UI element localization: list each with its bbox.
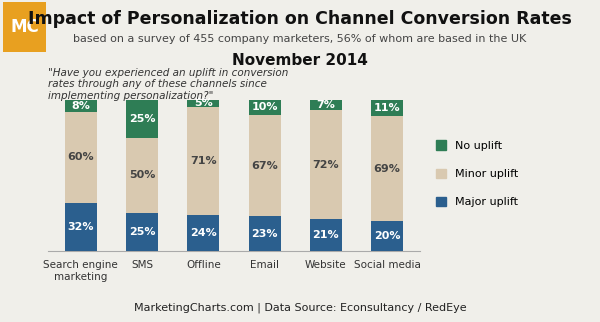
Bar (187, 215, 219, 251)
Bar (371, 116, 403, 221)
Text: MC: MC (10, 18, 39, 35)
Bar (65, 112, 97, 203)
Bar (310, 110, 342, 219)
Bar (65, 203, 97, 251)
Text: 72%: 72% (313, 160, 339, 170)
Bar (310, 99, 342, 110)
Text: 71%: 71% (190, 156, 217, 166)
Text: 24%: 24% (190, 228, 217, 238)
Text: 50%: 50% (129, 170, 155, 180)
Bar (65, 99, 97, 112)
Text: 11%: 11% (374, 103, 400, 113)
Bar (187, 99, 219, 107)
Text: 25%: 25% (129, 114, 155, 124)
Text: 60%: 60% (68, 152, 94, 162)
Text: 23%: 23% (251, 229, 278, 239)
Text: 67%: 67% (251, 161, 278, 171)
Text: 5%: 5% (194, 99, 213, 109)
Text: 20%: 20% (374, 231, 400, 241)
Bar (126, 213, 158, 251)
Text: 8%: 8% (71, 101, 90, 111)
Text: 32%: 32% (68, 222, 94, 232)
Bar (187, 107, 219, 215)
Text: MarketingCharts.com | Data Source: Econsultancy / RedEye: MarketingCharts.com | Data Source: Econs… (134, 302, 466, 313)
Bar (371, 99, 403, 116)
Text: 69%: 69% (374, 164, 401, 174)
Text: "Have you experienced an uplift in conversion
rates through any of these channel: "Have you experienced an uplift in conve… (48, 68, 289, 101)
Text: November 2014: November 2014 (232, 53, 368, 68)
Bar (126, 137, 158, 213)
Text: 25%: 25% (129, 227, 155, 237)
Bar (126, 99, 158, 137)
Bar (371, 221, 403, 251)
Text: 21%: 21% (313, 230, 339, 240)
Bar (249, 99, 281, 115)
Text: 10%: 10% (251, 102, 278, 112)
Text: based on a survey of 455 company marketers, 56% of whom are based in the UK: based on a survey of 455 company markete… (73, 34, 527, 44)
Bar (310, 219, 342, 251)
Legend: No uplift, Minor uplift, Major uplift: No uplift, Minor uplift, Major uplift (432, 136, 523, 212)
Bar (249, 115, 281, 216)
Text: Impact of Personalization on Channel Conversion Rates: Impact of Personalization on Channel Con… (28, 10, 572, 28)
Bar (249, 216, 281, 251)
Text: 7%: 7% (316, 100, 335, 110)
